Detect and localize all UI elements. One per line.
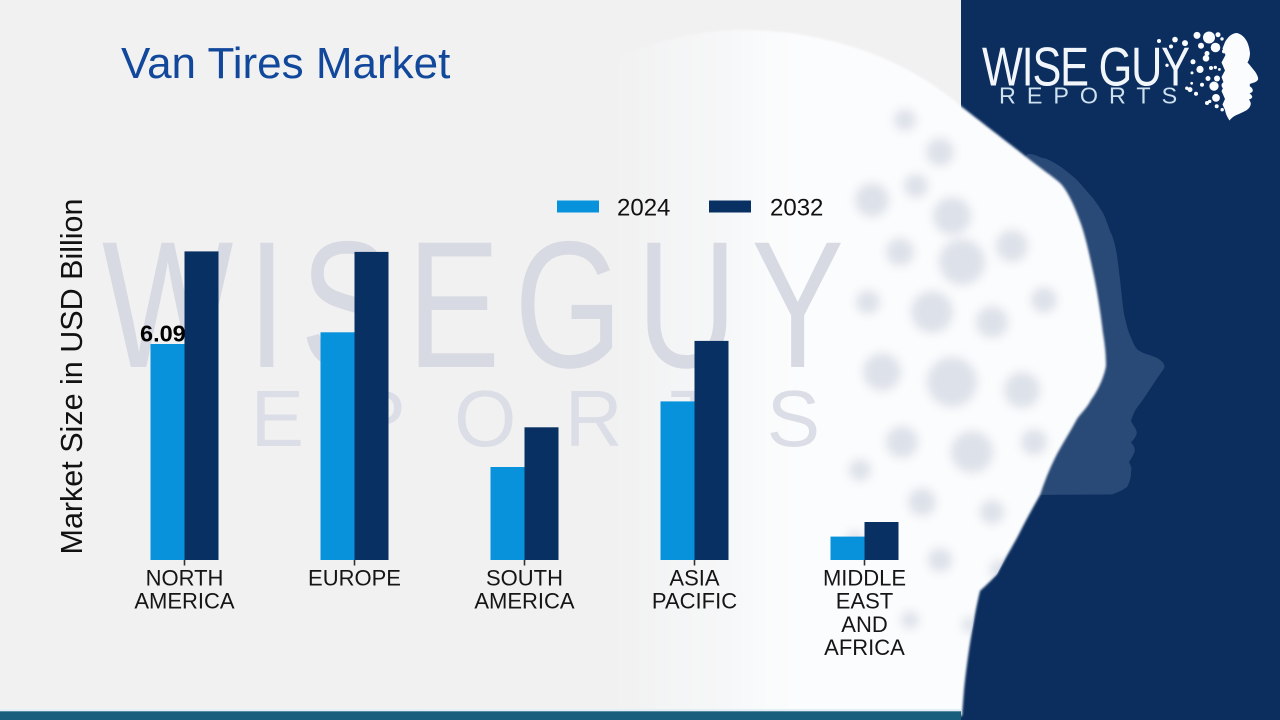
svg-text:NORTH: NORTH [146, 566, 224, 591]
svg-text:REPORTS: REPORTS [144, 374, 868, 463]
svg-text:2032: 2032 [770, 195, 823, 222]
svg-text:ASIA: ASIA [669, 566, 719, 591]
svg-text:2024: 2024 [617, 195, 670, 222]
svg-text:REPORTS: REPORTS [999, 83, 1188, 109]
svg-text:PACIFIC: PACIFIC [652, 589, 737, 614]
svg-text:MIDDLE: MIDDLE [823, 566, 906, 591]
svg-text:EUROPE: EUROPE [308, 566, 401, 591]
svg-text:AMERICA: AMERICA [474, 589, 575, 614]
svg-text:AND: AND [841, 612, 887, 637]
svg-text:6.09: 6.09 [140, 321, 186, 347]
svg-text:Van Tires Market: Van Tires Market [121, 39, 450, 88]
svg-text:AFRICA: AFRICA [824, 635, 905, 660]
svg-text:WISE GUY: WISE GUY [982, 37, 1189, 98]
svg-text:EAST: EAST [836, 589, 893, 614]
svg-text:Market Size in USD Billion: Market Size in USD Billion [55, 199, 89, 555]
svg-text:AMERICA: AMERICA [134, 589, 235, 614]
svg-text:SOUTH: SOUTH [486, 566, 563, 591]
